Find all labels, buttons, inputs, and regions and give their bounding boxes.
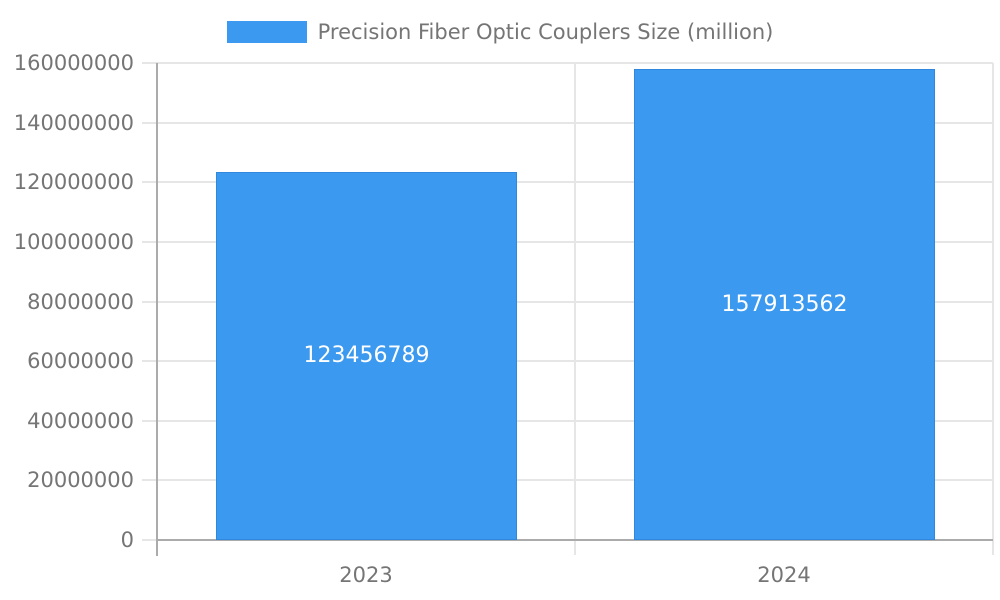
legend-swatch-icon <box>226 21 307 43</box>
y-tick-label: 160000000 <box>13 51 134 75</box>
x-axis-line <box>156 539 993 541</box>
y-tick-label: 60000000 <box>27 349 134 374</box>
bar-2024[interactable] <box>634 69 935 540</box>
y-axis-tick <box>142 240 157 243</box>
y-axis-tick <box>142 121 157 124</box>
y-axis-tick <box>142 479 157 482</box>
y-tick-label: 120000000 <box>13 170 134 195</box>
y-axis-tick <box>142 300 157 303</box>
y-axis-tick <box>142 360 157 363</box>
bar-value-label: 123456789 <box>303 343 430 368</box>
bar-value-label: 157913562 <box>721 292 848 317</box>
legend-label: Precision Fiber Optic Couplers Size (mil… <box>317 20 774 44</box>
gridline-vertical <box>992 63 994 540</box>
y-tick-label: 80000000 <box>27 289 134 314</box>
y-tick-label: 20000000 <box>27 468 134 493</box>
x-tick-label: 2023 <box>339 563 393 587</box>
y-axis-tick <box>142 419 157 422</box>
legend[interactable]: Precision Fiber Optic Couplers Size (mil… <box>0 18 1000 46</box>
bar-2023[interactable] <box>216 172 517 540</box>
gridline-vertical <box>574 63 576 540</box>
x-axis-tick <box>992 540 994 555</box>
x-tick-label: 2024 <box>757 563 811 587</box>
x-axis-tick <box>574 540 576 555</box>
y-tick-label: 140000000 <box>13 110 134 135</box>
y-axis-tick <box>142 181 157 184</box>
y-axis-line <box>156 63 158 556</box>
y-axis-tick <box>142 62 157 64</box>
y-axis-tick <box>142 539 157 541</box>
y-tick-label: 100000000 <box>13 229 134 254</box>
y-tick-label: 40000000 <box>27 408 134 433</box>
y-tick-label: 0 <box>120 528 134 552</box>
